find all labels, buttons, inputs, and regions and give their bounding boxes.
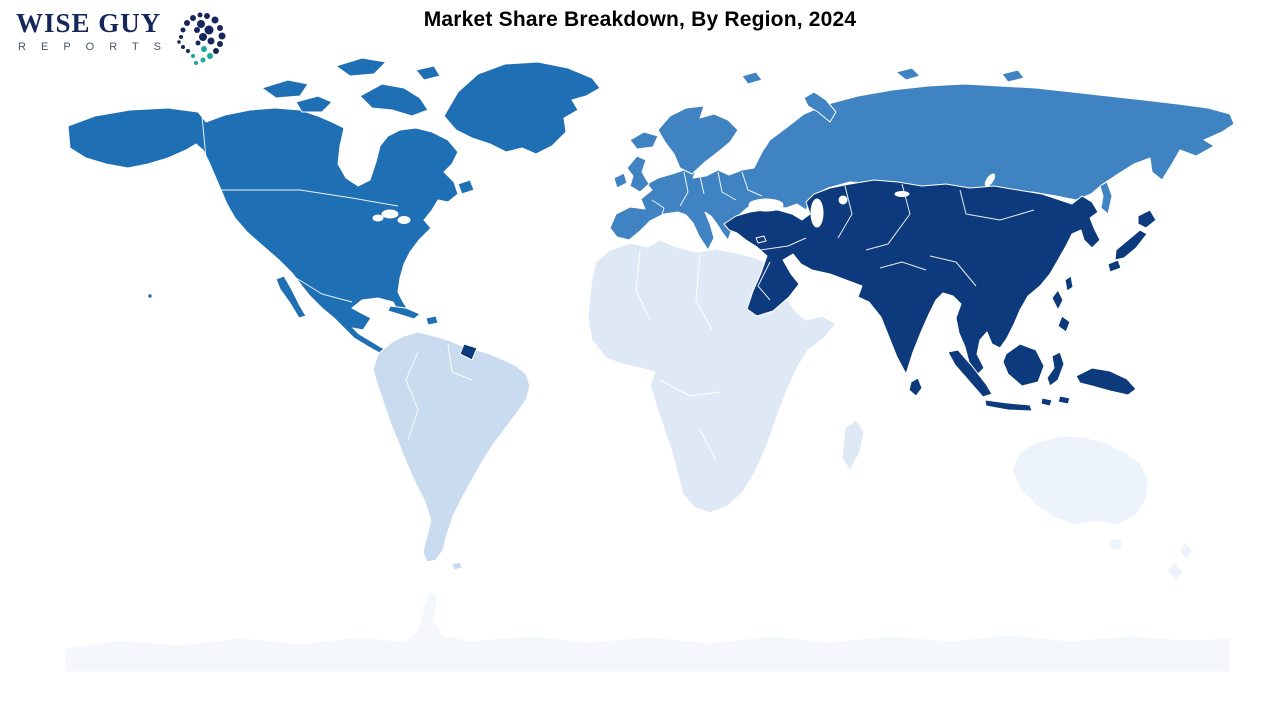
baja-california — [275, 275, 307, 319]
border-europe-2 — [679, 171, 689, 207]
severnaya-zemlya — [895, 67, 921, 81]
border-africa-4 — [699, 429, 717, 461]
novaya-zemlya — [803, 91, 837, 123]
border-mongolia — [959, 189, 1035, 221]
japan-honshu — [1114, 229, 1148, 261]
region-antarctica — [64, 589, 1231, 673]
hawaii — [147, 293, 153, 299]
border-arabia — [757, 261, 771, 301]
tasmania — [1108, 537, 1123, 551]
great-britain — [626, 155, 650, 193]
falkland-islands — [451, 561, 463, 571]
border-africa-1 — [635, 249, 651, 321]
japan-kyushu — [1107, 259, 1122, 273]
region-north-america — [67, 57, 601, 358]
eurasia-mainland — [609, 83, 1235, 251]
great-lake-2 — [397, 216, 411, 224]
border-sa-1 — [405, 351, 419, 441]
caspian-sea — [810, 198, 824, 228]
taiwan — [1064, 275, 1074, 292]
greenland — [443, 61, 601, 155]
region-oceania — [1011, 435, 1193, 583]
logo-text: WISE GUY R E P O R T S — [16, 8, 167, 53]
logo-head-dots-teal — [190, 46, 213, 65]
black-sea — [748, 198, 784, 212]
sulawesi — [1046, 351, 1065, 387]
great-lake-1 — [381, 209, 399, 219]
borneo — [1002, 343, 1045, 387]
philippines-mindanao — [1057, 315, 1071, 333]
ireland — [613, 172, 628, 189]
africa-mainland — [587, 239, 837, 514]
lakes — [748, 173, 996, 228]
arctic-island-victoria — [295, 95, 333, 113]
border-europe-4 — [717, 171, 737, 201]
new-siberian-islands — [1001, 69, 1025, 83]
border-us-canada — [206, 189, 399, 207]
sri-lanka — [908, 377, 923, 397]
hispaniola — [425, 315, 439, 326]
region-asia-pacific — [723, 179, 1157, 412]
border-africa-3 — [659, 379, 721, 397]
philippines-luzon — [1051, 289, 1064, 311]
logo-wordmark: WISE GUY — [16, 8, 162, 38]
region-africa — [587, 239, 865, 514]
logo-subtitle: R E P O R T S — [18, 41, 167, 53]
arctic-island-2 — [415, 65, 441, 81]
arctic-island-1 — [261, 79, 309, 99]
australia — [1011, 435, 1149, 526]
sakhalin — [1099, 181, 1113, 215]
lesser-sunda-2 — [1057, 395, 1071, 405]
logo-head-dots-navy — [177, 12, 226, 54]
newfoundland — [457, 179, 475, 195]
new-guinea — [1075, 367, 1137, 396]
border-sa-2 — [447, 343, 473, 381]
scandinavia — [657, 105, 739, 175]
chart-title: Market Share Breakdown, By Region, 2024 — [423, 8, 857, 31]
antarctica — [64, 589, 1231, 673]
border-europe-3 — [699, 175, 705, 195]
sumatra — [947, 349, 993, 398]
svalbard — [741, 71, 763, 85]
lake-baikal — [984, 173, 996, 187]
border-alaska-canada — [201, 115, 207, 159]
border-iraq-iran — [759, 237, 807, 251]
border-europe-russia — [741, 171, 763, 197]
iceland — [629, 131, 659, 150]
wise-guy-reports-logo: WISE GUY R E P O R T S — [16, 8, 227, 68]
arctic-island-ellesmere — [335, 57, 387, 77]
japan-hokkaido — [1137, 209, 1157, 229]
region-europe-russia — [609, 67, 1235, 262]
new-zealand-south — [1167, 561, 1184, 583]
great-lakes — [372, 209, 411, 224]
border-india-china — [929, 255, 977, 287]
aral-sea — [838, 195, 848, 205]
lake-balkhash — [894, 191, 910, 197]
cuba — [387, 305, 421, 320]
logo-head-dots-icon — [177, 12, 226, 65]
territory-french-guiana — [459, 343, 478, 361]
border-kazakh-west — [837, 185, 853, 239]
new-zealand-north — [1179, 541, 1193, 561]
great-lake-3 — [372, 214, 384, 222]
java — [984, 399, 1033, 412]
madagascar — [841, 419, 865, 471]
border-kazakh-east — [865, 183, 911, 251]
asia-mainland — [723, 179, 1101, 376]
lesser-sunda-1 — [1040, 397, 1053, 407]
north-america-mainland — [67, 107, 459, 358]
border-africa-2 — [695, 253, 713, 331]
border-pakistan-india — [879, 261, 927, 271]
cyprus — [755, 235, 767, 244]
border-europe-1 — [651, 199, 665, 223]
border-us-mexico — [265, 253, 353, 303]
arctic-island-baffin — [359, 83, 429, 117]
country-borders-overlay — [201, 115, 1035, 461]
